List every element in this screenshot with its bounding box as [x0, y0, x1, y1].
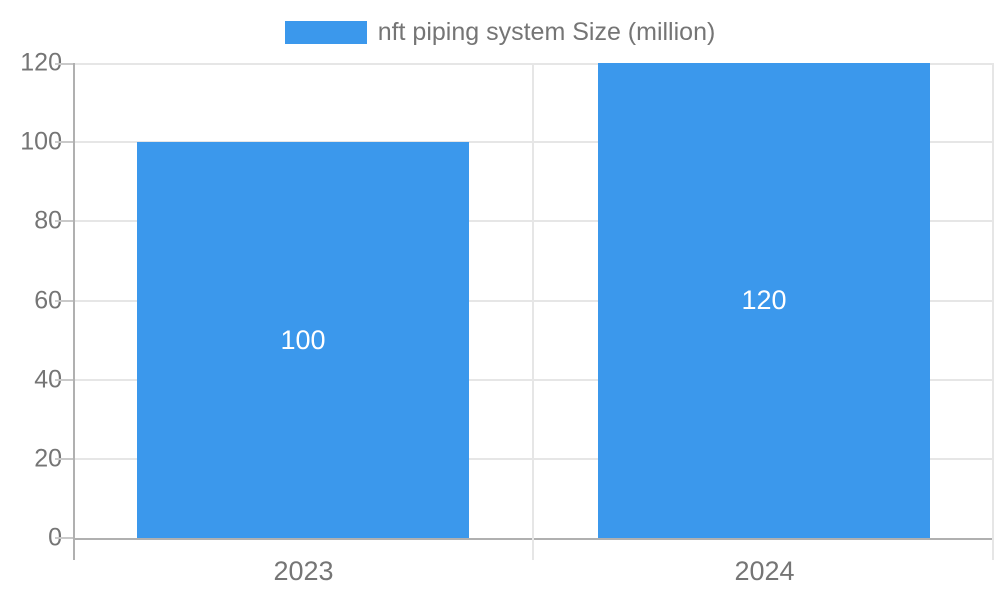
- y-axis-tick: [55, 379, 73, 381]
- chart-legend[interactable]: nft piping system Size (million): [0, 18, 1000, 47]
- y-axis-tick: [55, 458, 73, 460]
- plot-right-border: [992, 63, 994, 560]
- y-axis: 0 20 40 60 80 100 120: [0, 49, 62, 552]
- bar-value-label: 120: [741, 285, 787, 315]
- x-tick-label: 2023: [273, 556, 334, 586]
- y-axis-tick: [55, 300, 73, 302]
- bar-value-label: 100: [280, 324, 326, 355]
- y-axis-tick: [55, 537, 73, 539]
- y-axis-tick: [55, 141, 73, 143]
- y-axis-tick: [55, 220, 73, 222]
- x-tick-label: 2024: [734, 556, 795, 586]
- x-axis: 2023 2024: [73, 552, 994, 592]
- bar-2023[interactable]: 100: [137, 142, 469, 538]
- legend-swatch-icon: [284, 21, 367, 44]
- bar-2024[interactable]: 120: [598, 63, 930, 538]
- y-axis-tick: [55, 63, 73, 65]
- category-separator: [532, 63, 534, 560]
- y-axis-line: [73, 63, 75, 560]
- plot-area: 100 120: [55, 63, 994, 560]
- y-tick-label: 120: [20, 48, 62, 77]
- legend-label: nft piping system Size (million): [377, 18, 716, 46]
